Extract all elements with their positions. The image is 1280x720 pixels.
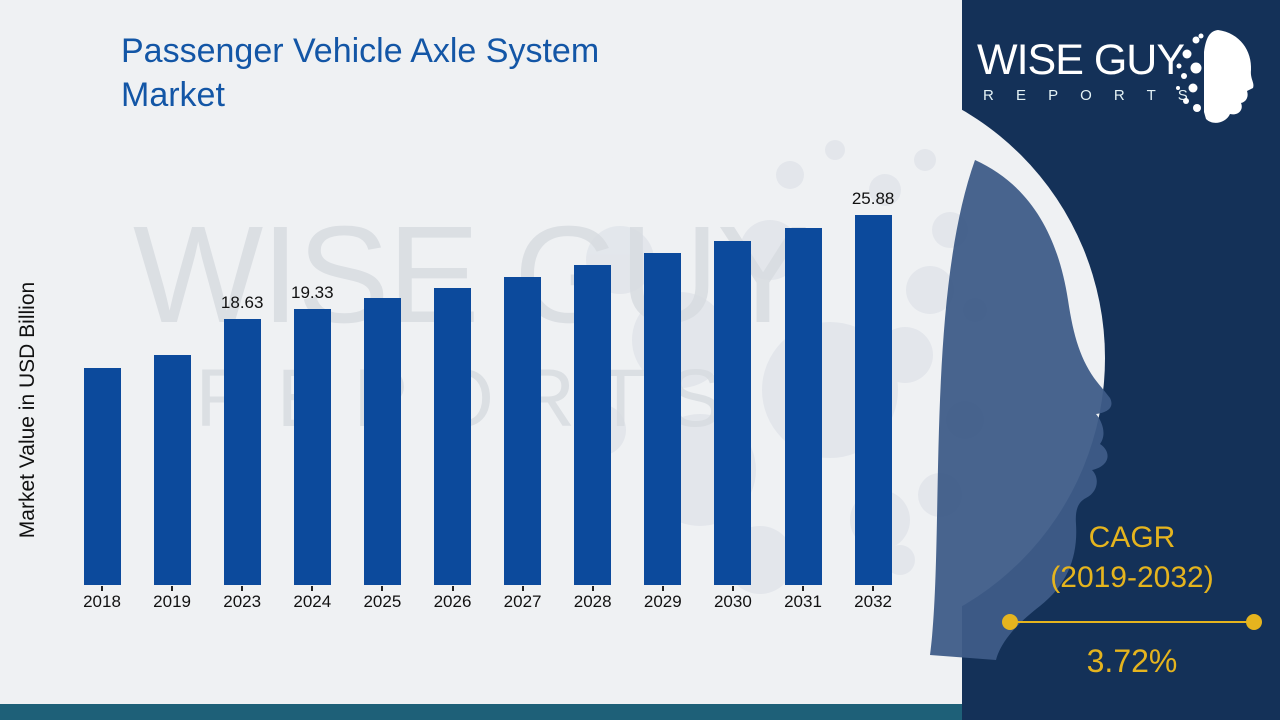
cagr-range: (2019-2032) bbox=[1050, 561, 1214, 594]
bar-2027 bbox=[504, 277, 542, 585]
x-axis-tick-label: 2018 bbox=[83, 592, 121, 611]
bottom-accent-strip bbox=[0, 704, 1280, 720]
cagr-heading: CAGR bbox=[1088, 521, 1176, 554]
y-axis-label: Market Value in USD Billion bbox=[16, 281, 39, 539]
x-axis-tick-label: 2028 bbox=[573, 592, 612, 611]
x-axis-tick-label: 2025 bbox=[363, 592, 402, 611]
x-axis-tick-label: 2027 bbox=[503, 592, 542, 611]
x-axis-tick bbox=[171, 586, 174, 591]
cagr-value: 3.72% bbox=[1086, 643, 1178, 679]
x-axis-tick bbox=[872, 586, 875, 591]
x-axis-tick bbox=[311, 586, 314, 591]
x-axis-tick-label: 2024 bbox=[293, 592, 332, 611]
bar-2030 bbox=[714, 241, 752, 585]
plot-area: 2018 2019 2023 18.63 2024 19.33 2025 2026 2027 20… bbox=[65, 0, 915, 620]
logo-head-icon bbox=[1176, 30, 1254, 123]
x-axis-tick bbox=[802, 586, 804, 591]
bar-2019 bbox=[153, 355, 191, 585]
cagr-block: CAGR (2019-2032) 3.72% bbox=[1002, 521, 1262, 680]
bar-value-label: 18.63 bbox=[220, 293, 264, 312]
bar-2032 bbox=[854, 215, 892, 585]
x-axis-tick-label: 2023 bbox=[223, 592, 262, 611]
bar-value-label: 19.33 bbox=[291, 283, 334, 302]
bar-2023 bbox=[223, 319, 261, 585]
x-axis-tick bbox=[731, 586, 734, 591]
bar-value-label: 25.88 bbox=[851, 189, 895, 208]
x-axis-tick-label: 2019 bbox=[153, 592, 191, 611]
x-axis-tick-label: 2030 bbox=[713, 592, 752, 611]
brand-logo: WISE GUY R E P O R T S bbox=[977, 30, 1254, 123]
x-axis-tick bbox=[591, 586, 594, 591]
x-axis-tick bbox=[521, 586, 524, 591]
bar-2026 bbox=[434, 288, 471, 585]
x-axis-tick-label: 2031 bbox=[784, 592, 822, 611]
cagr-divider-line bbox=[1002, 614, 1262, 630]
bar-2025 bbox=[363, 298, 401, 585]
page-title: Passenger Vehicle Axle System Market bbox=[121, 32, 600, 114]
x-axis-tick-label: 2026 bbox=[433, 592, 472, 611]
x-axis-tick bbox=[451, 586, 454, 591]
x-axis-tick bbox=[381, 586, 384, 591]
bar-2031 bbox=[784, 228, 822, 585]
bar-2024 bbox=[293, 309, 331, 585]
x-axis-tick-label: 2029 bbox=[643, 592, 682, 611]
bar-2028 bbox=[574, 265, 612, 585]
x-axis-tick bbox=[661, 586, 664, 591]
bar-2018 bbox=[83, 368, 121, 585]
x-axis-tick-label: 2032 bbox=[854, 592, 892, 611]
bar-2029 bbox=[644, 253, 682, 585]
x-axis-tick bbox=[101, 586, 103, 591]
x-axis-tick bbox=[241, 586, 244, 591]
